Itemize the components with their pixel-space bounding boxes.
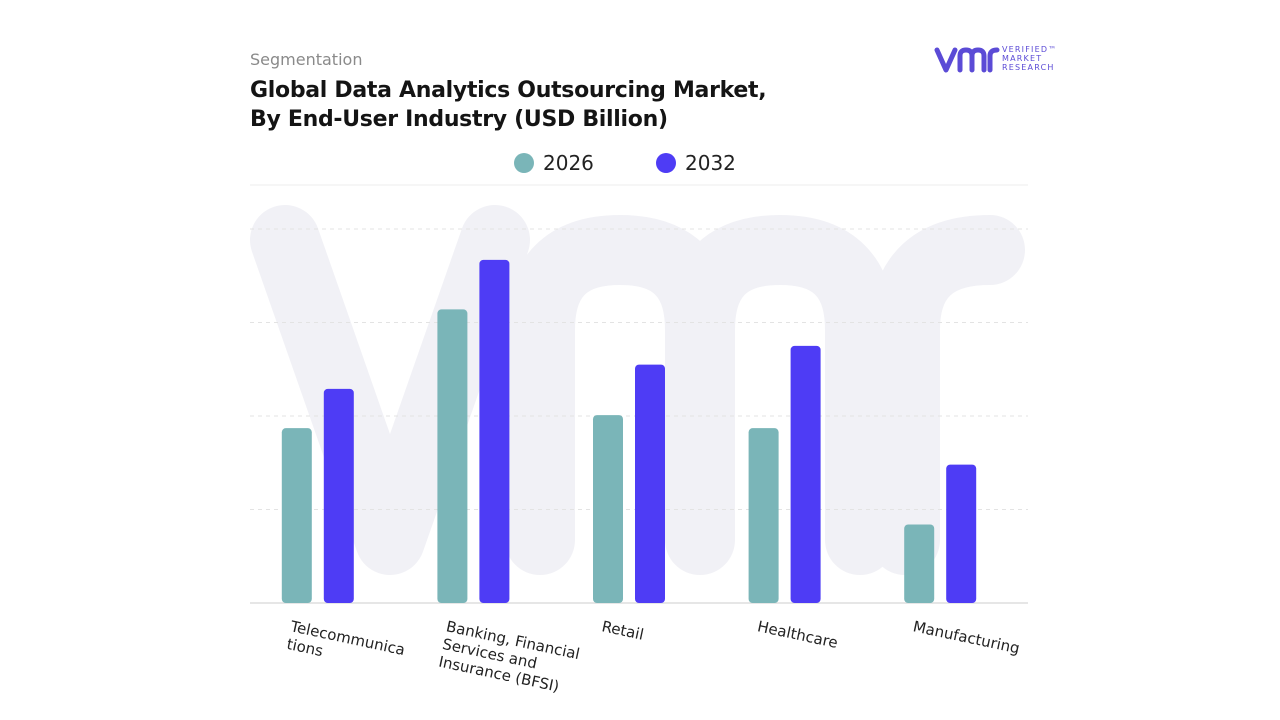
vmr-logo-text: VERIFIED™ MARKET RESEARCH xyxy=(1002,45,1057,72)
section-kicker: Segmentation xyxy=(250,50,363,69)
legend-item-2032: 2032 xyxy=(656,148,736,178)
x-tick-label: Healthcare xyxy=(756,617,840,652)
bar-2026-3 xyxy=(748,428,779,603)
legend-item-2026: 2026 xyxy=(514,148,594,178)
logo-line-3: RESEARCH xyxy=(1002,63,1055,72)
chart-title-line-2: By End-User Industry (USD Billion) xyxy=(250,107,668,132)
legend-dot-icon xyxy=(514,153,534,173)
bar-2032-3 xyxy=(790,345,821,603)
bar-2032-4 xyxy=(946,464,977,603)
logo-line-2: MARKET xyxy=(1002,54,1043,63)
chart-title-line-1: Global Data Analytics Outsourcing Market… xyxy=(250,78,767,103)
x-tick-label-line: Healthcare xyxy=(756,617,840,652)
bar-2032-2 xyxy=(635,364,665,603)
legend-label-2032: 2032 xyxy=(685,151,736,175)
chart-title: Global Data Analytics Outsourcing Market… xyxy=(250,76,850,134)
bar-2032-0 xyxy=(323,388,354,603)
watermark-logo xyxy=(250,205,1025,575)
chart-legend: 2026 2032 xyxy=(0,148,1280,178)
x-tick-label: Manufacturing xyxy=(911,617,1021,657)
bar-2032-1 xyxy=(479,259,510,603)
vmr-logo-icon xyxy=(934,47,1000,73)
x-tick-label: Banking, FinancialServices andInsurance … xyxy=(437,617,581,698)
bar-2026-0 xyxy=(281,428,312,603)
bar-2026-1 xyxy=(437,309,468,603)
logo-line-1: VERIFIED™ xyxy=(1002,45,1058,54)
bar-2026-4 xyxy=(904,524,935,603)
x-tick-label-line: Manufacturing xyxy=(911,617,1021,657)
x-tick-label: Retail xyxy=(600,617,645,643)
bar-2026-2 xyxy=(593,415,623,603)
x-tick-label: Telecommunications xyxy=(284,617,406,677)
legend-dot-icon xyxy=(656,153,676,173)
legend-label-2026: 2026 xyxy=(543,151,594,175)
x-tick-label-line: Retail xyxy=(600,617,645,643)
